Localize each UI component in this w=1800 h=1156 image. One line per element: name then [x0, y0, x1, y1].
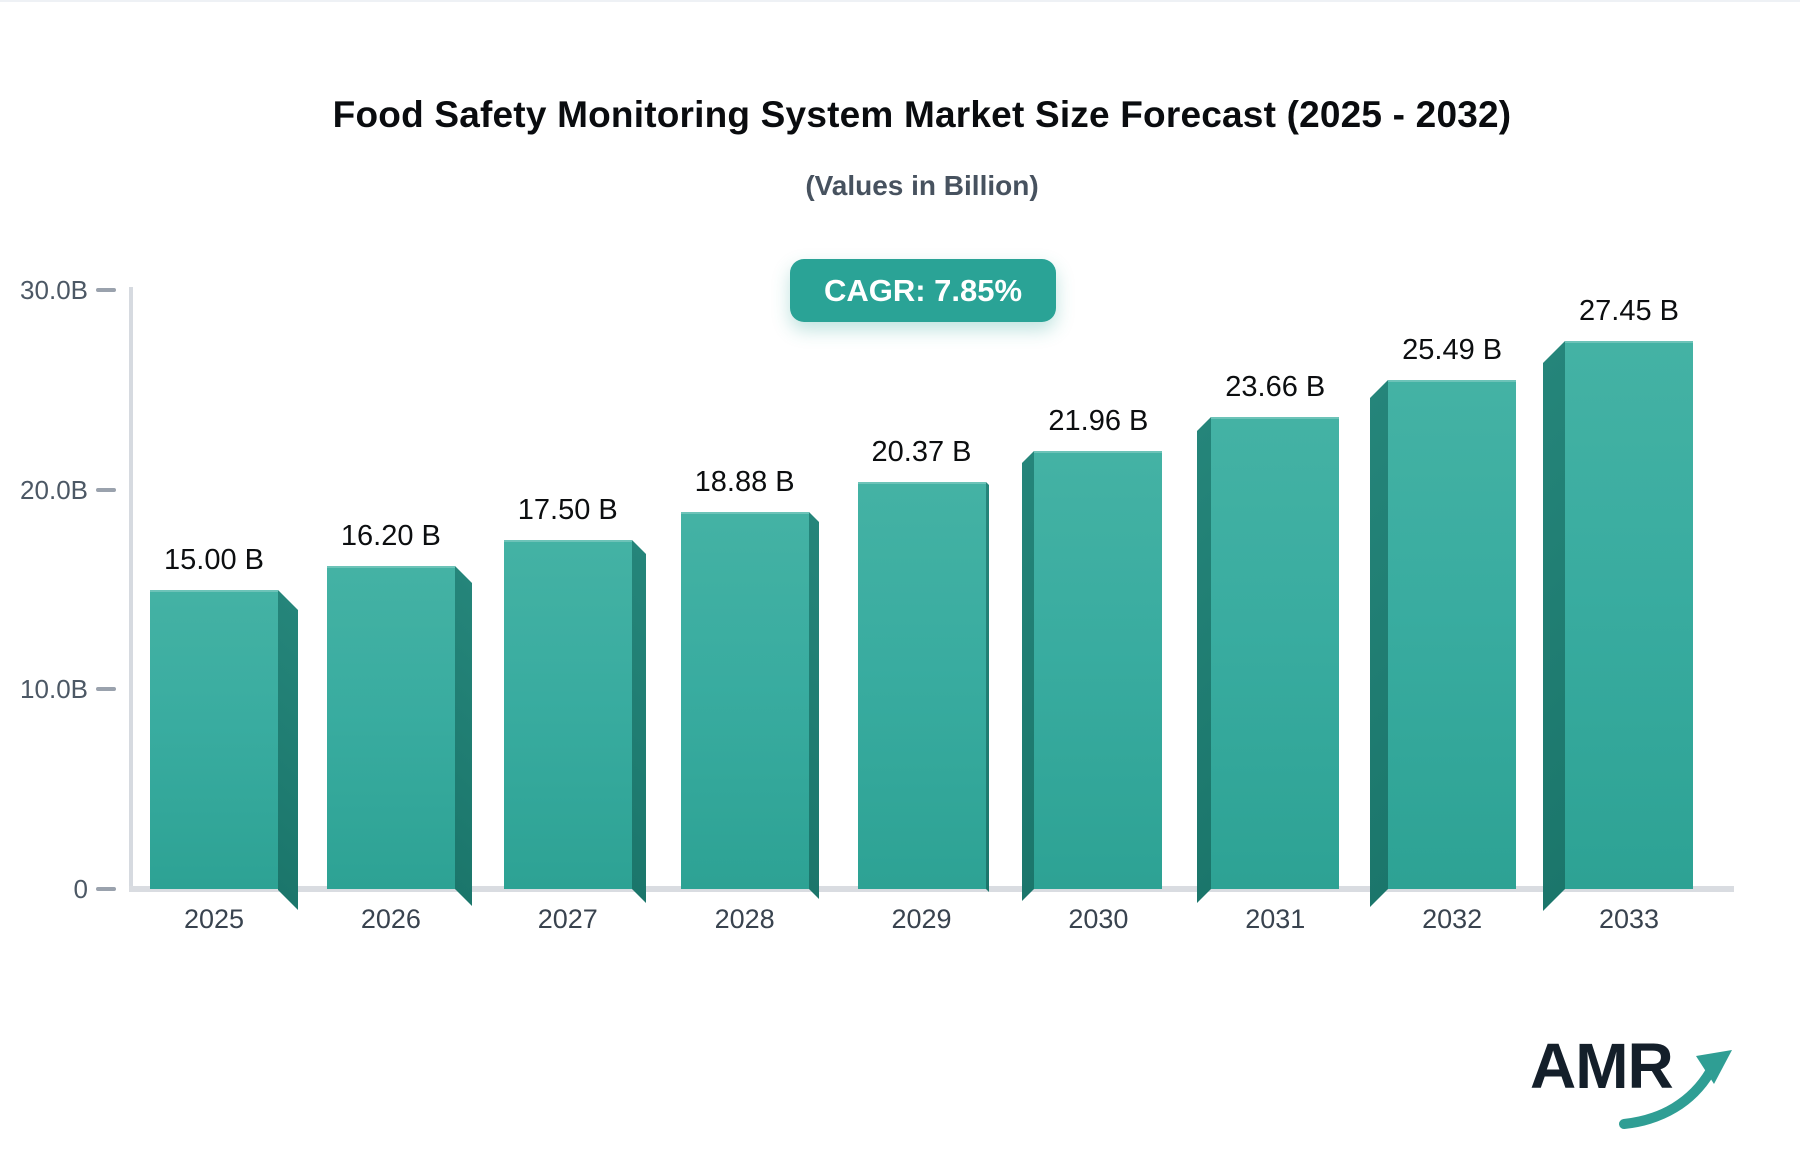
- bar-value-label: 25.49 B: [1402, 334, 1503, 367]
- bar-front: [1211, 416, 1340, 889]
- x-axis-label: 2032: [1422, 904, 1483, 934]
- bar-value-label: 17.50 B: [517, 493, 618, 526]
- bar-value-label: 21.96 B: [1048, 404, 1149, 437]
- bar-front: [150, 589, 278, 889]
- bar-side-3d: [808, 512, 819, 899]
- y-tick-mark: [96, 887, 116, 891]
- x-axis-line: [129, 886, 1734, 892]
- y-tick-mark: [96, 687, 116, 692]
- y-tick-label: 30.0B: [20, 275, 88, 305]
- x-axis-label: 2025: [183, 904, 245, 934]
- bar-front: [1388, 380, 1517, 889]
- bar-front: [326, 565, 455, 889]
- y-axis-line: [129, 287, 133, 889]
- bar-value-label: 16.20 B: [340, 519, 441, 552]
- bar-side-3d: [1197, 416, 1212, 903]
- growth-arrow-icon: [1619, 1050, 1732, 1129]
- bar-value-label: 27.45 B: [1579, 294, 1679, 327]
- x-axis-label: 2030: [1068, 904, 1129, 934]
- y-tick-label: 10.0B: [20, 674, 88, 705]
- amr-logo: AMR: [1530, 1030, 1732, 1129]
- y-tick-mark: [96, 487, 116, 492]
- bar-front: [1565, 340, 1693, 889]
- amr-logo-text: AMR: [1530, 1030, 1674, 1102]
- bar-front: [857, 482, 986, 889]
- y-tick-mark: [96, 288, 116, 292]
- cagr-badge: CAGR: 7.85%: [790, 259, 1056, 322]
- x-axis-label: 2033: [1598, 904, 1660, 934]
- chart-subtitle: (Values in Billion): [805, 170, 1039, 201]
- y-tick-label: 20.0B: [20, 474, 88, 505]
- bar-side-3d: [454, 565, 472, 906]
- x-axis-label: 2027: [537, 904, 598, 934]
- bar-front: [680, 512, 809, 889]
- bar-side-3d: [631, 539, 646, 903]
- bar-side-3d: [1543, 340, 1565, 911]
- bar-side-3d: [1022, 450, 1035, 901]
- bar-value-label: 15.00 B: [164, 543, 264, 576]
- bar-value-label: 18.88 B: [694, 466, 795, 499]
- bar-side-3d: [985, 482, 989, 892]
- bar-side-3d: [1370, 380, 1389, 907]
- bar-front: [1034, 450, 1163, 889]
- x-axis-label: 2026: [360, 904, 421, 934]
- bar-value-label: 20.37 B: [871, 436, 972, 469]
- x-axis-label: 2029: [891, 904, 952, 934]
- bar-front: [503, 539, 632, 889]
- y-tick-label: 0: [73, 874, 88, 904]
- x-axis-label: 2031: [1245, 904, 1306, 934]
- bar-value-label: 23.66 B: [1225, 370, 1326, 403]
- bar-side-3d: [278, 589, 298, 909]
- chart-title: Food Safety Monitoring System Market Siz…: [332, 94, 1512, 135]
- x-axis-label: 2028: [714, 904, 775, 934]
